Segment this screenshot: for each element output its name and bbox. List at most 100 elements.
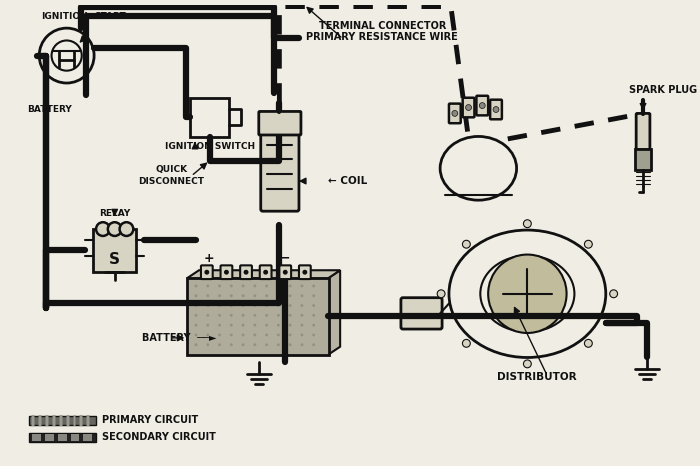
- Circle shape: [265, 324, 268, 327]
- Circle shape: [524, 220, 531, 227]
- Circle shape: [230, 324, 233, 327]
- Circle shape: [288, 284, 292, 288]
- Circle shape: [312, 314, 315, 317]
- Circle shape: [300, 334, 303, 336]
- Polygon shape: [187, 270, 340, 278]
- Text: RELAY: RELAY: [99, 209, 130, 218]
- Circle shape: [195, 294, 197, 297]
- Circle shape: [466, 104, 472, 110]
- Text: BATTERY  ──►: BATTERY ──►: [142, 333, 216, 343]
- Circle shape: [218, 294, 221, 297]
- Text: SPARK PLUG: SPARK PLUG: [629, 85, 696, 95]
- Circle shape: [218, 324, 221, 327]
- Circle shape: [230, 294, 233, 297]
- Circle shape: [224, 270, 229, 274]
- Circle shape: [195, 324, 197, 327]
- Text: ← COIL: ← COIL: [328, 176, 368, 186]
- Circle shape: [120, 222, 133, 236]
- Circle shape: [218, 343, 221, 346]
- Circle shape: [241, 324, 244, 327]
- FancyBboxPatch shape: [93, 229, 136, 272]
- Circle shape: [312, 334, 315, 336]
- Circle shape: [312, 284, 315, 288]
- Circle shape: [253, 304, 256, 307]
- Circle shape: [312, 294, 315, 297]
- FancyBboxPatch shape: [490, 100, 502, 119]
- Circle shape: [195, 314, 197, 317]
- Circle shape: [253, 324, 256, 327]
- FancyBboxPatch shape: [299, 265, 311, 279]
- Bar: [45, 434, 54, 441]
- Circle shape: [283, 270, 288, 274]
- Circle shape: [195, 343, 197, 346]
- Circle shape: [300, 324, 303, 327]
- Circle shape: [312, 343, 315, 346]
- Text: BATTERY: BATTERY: [27, 105, 71, 114]
- Circle shape: [480, 103, 485, 109]
- Circle shape: [288, 343, 292, 346]
- FancyBboxPatch shape: [259, 111, 301, 135]
- Circle shape: [241, 334, 244, 336]
- Circle shape: [288, 334, 292, 336]
- Circle shape: [96, 222, 110, 236]
- Circle shape: [253, 314, 256, 317]
- Circle shape: [288, 314, 292, 317]
- FancyBboxPatch shape: [240, 265, 252, 279]
- Text: S: S: [109, 252, 120, 267]
- Circle shape: [312, 324, 315, 327]
- Text: −: −: [280, 252, 290, 265]
- Circle shape: [493, 107, 499, 112]
- FancyBboxPatch shape: [260, 265, 272, 279]
- Circle shape: [463, 339, 470, 347]
- Text: DISCONNECT: DISCONNECT: [139, 177, 204, 185]
- FancyBboxPatch shape: [636, 113, 650, 150]
- Circle shape: [230, 334, 233, 336]
- Circle shape: [244, 270, 248, 274]
- Circle shape: [218, 334, 221, 336]
- Circle shape: [204, 270, 209, 274]
- Circle shape: [206, 294, 209, 297]
- Text: +: +: [204, 252, 214, 265]
- Circle shape: [488, 254, 566, 333]
- Bar: [58, 434, 66, 441]
- Circle shape: [288, 294, 292, 297]
- Circle shape: [277, 304, 280, 307]
- Circle shape: [241, 314, 244, 317]
- Circle shape: [300, 294, 303, 297]
- Bar: [29, 416, 96, 425]
- Circle shape: [277, 343, 280, 346]
- Circle shape: [206, 343, 209, 346]
- Circle shape: [277, 314, 280, 317]
- Text: QUICK: QUICK: [155, 165, 188, 174]
- Circle shape: [241, 294, 244, 297]
- Circle shape: [265, 294, 268, 297]
- Circle shape: [265, 314, 268, 317]
- Circle shape: [108, 222, 122, 236]
- Circle shape: [230, 343, 233, 346]
- Circle shape: [463, 240, 470, 248]
- Circle shape: [253, 284, 256, 288]
- FancyBboxPatch shape: [401, 298, 442, 329]
- Circle shape: [524, 360, 531, 368]
- Circle shape: [241, 343, 244, 346]
- Circle shape: [206, 284, 209, 288]
- Circle shape: [584, 240, 592, 248]
- Polygon shape: [328, 270, 340, 355]
- Bar: [71, 434, 79, 441]
- Circle shape: [206, 324, 209, 327]
- Circle shape: [300, 314, 303, 317]
- Bar: [29, 433, 96, 442]
- Circle shape: [277, 294, 280, 297]
- FancyBboxPatch shape: [220, 265, 232, 279]
- Circle shape: [610, 290, 617, 298]
- Circle shape: [265, 343, 268, 346]
- Circle shape: [206, 314, 209, 317]
- Circle shape: [230, 284, 233, 288]
- Circle shape: [265, 304, 268, 307]
- Circle shape: [265, 284, 268, 288]
- Circle shape: [300, 284, 303, 288]
- Circle shape: [218, 304, 221, 307]
- Bar: [32, 434, 41, 441]
- Circle shape: [218, 284, 221, 288]
- Circle shape: [195, 334, 197, 336]
